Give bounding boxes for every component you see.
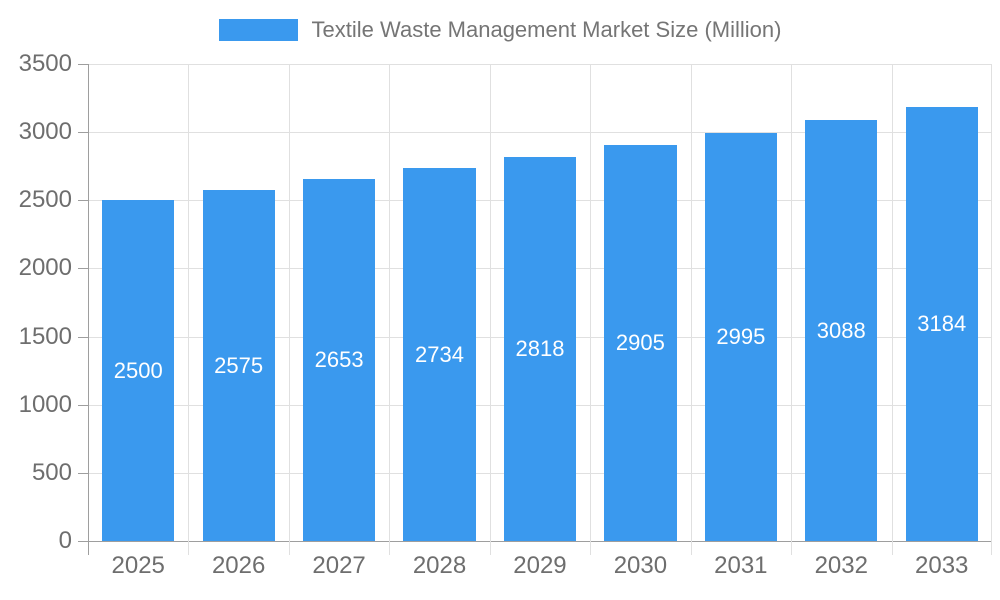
y-tick-mark: [78, 472, 88, 474]
bar-value-label: 2653: [314, 347, 364, 373]
bar-value-label: 3184: [917, 311, 967, 337]
bar-cell: 3184: [892, 64, 992, 541]
v-gridline: [389, 64, 391, 555]
h-gridline: [88, 64, 992, 65]
v-gridline: [489, 64, 491, 555]
x-tick-label: 2028: [412, 552, 467, 579]
legend-label: Textile Waste Management Market Size (Mi…: [311, 17, 782, 42]
bar-2033[interactable]: 3184: [905, 107, 978, 541]
x-tick-label: 2025: [111, 552, 165, 579]
x-axis-line: [88, 541, 992, 542]
y-tick-mark: [78, 200, 88, 202]
bar-2030[interactable]: 2905: [604, 145, 677, 541]
bar-value-label: 2575: [214, 352, 264, 378]
bar-cell: 2905: [590, 64, 690, 541]
bar-value-label: 2734: [415, 341, 464, 367]
x-tick-label: 2032: [814, 552, 868, 579]
y-tick-mark: [78, 336, 88, 338]
v-gridline: [188, 64, 190, 555]
bars-container: 2500 2575 2653 2734 2818 2905 2995 3088 3184: [88, 64, 992, 541]
bar-2028[interactable]: 2734: [403, 168, 476, 541]
bar-cell: 2500: [88, 64, 188, 541]
plot-area: 2500 2575 2653 2734 2818 2905 2995 3088 3184: [78, 64, 992, 555]
bar-2026[interactable]: 2575: [202, 190, 275, 541]
bar-value-label: 3088: [816, 317, 866, 343]
bar-cell: 2653: [289, 64, 389, 541]
bar-value-label: 2995: [716, 323, 766, 349]
bar-cell: 2995: [691, 64, 791, 541]
bar-value-label: 2818: [515, 335, 565, 361]
x-tick-label: 2030: [613, 552, 668, 579]
y-tick-mark: [78, 404, 88, 406]
y-tick-label: 3000: [18, 118, 72, 146]
y-axis-line: [88, 64, 89, 555]
y-tick-label: 3500: [18, 50, 72, 77]
v-gridline: [288, 64, 290, 555]
bar-cell: 2575: [188, 64, 288, 541]
x-axis-labels: 2025 2026 2027 2028 2029 2030 2031 2032 2033: [88, 552, 992, 580]
y-tick-label: 2500: [18, 186, 72, 214]
bar-2031[interactable]: 2995: [704, 132, 777, 541]
bar-2027[interactable]: 2653: [302, 179, 376, 541]
bar-cell: 2734: [389, 64, 489, 541]
y-tick-label: 0: [58, 527, 72, 554]
x-tick-label: 2029: [513, 552, 567, 579]
x-tick-label: 2027: [312, 552, 366, 579]
bar-value-label: 2500: [113, 357, 163, 383]
h-gridline: [88, 132, 992, 134]
bar-cell: 3088: [791, 64, 891, 541]
y-tick-label: 500: [31, 458, 72, 486]
bar-2025[interactable]: 2500: [102, 200, 175, 541]
legend[interactable]: Textile Waste Management Market Size (Mi…: [0, 18, 1000, 42]
y-tick-mark: [78, 132, 88, 134]
v-gridline: [891, 64, 893, 555]
y-tick-mark: [78, 64, 88, 65]
y-tick-label: 2000: [18, 254, 72, 282]
x-tick-label: 2026: [211, 552, 266, 579]
v-gridline: [791, 64, 793, 555]
legend-swatch-icon: [218, 19, 298, 41]
v-gridline: [991, 64, 992, 555]
v-gridline: [690, 64, 692, 555]
y-tick-mark: [78, 541, 88, 542]
v-gridline: [590, 64, 592, 555]
x-tick-label: 2033: [915, 552, 969, 579]
bar-value-label: 2905: [615, 330, 665, 356]
x-tick-label: 2031: [714, 552, 768, 579]
y-axis-labels: 0 500 1000 1500 2000 2500 3000 3500: [0, 50, 72, 554]
y-tick-mark: [78, 268, 88, 270]
y-tick-label: 1000: [18, 390, 72, 418]
y-tick-label: 1500: [18, 322, 72, 350]
bar-2029[interactable]: 2818: [503, 156, 577, 541]
bar-cell: 2818: [490, 64, 590, 541]
bar-2032[interactable]: 3088: [805, 120, 878, 541]
